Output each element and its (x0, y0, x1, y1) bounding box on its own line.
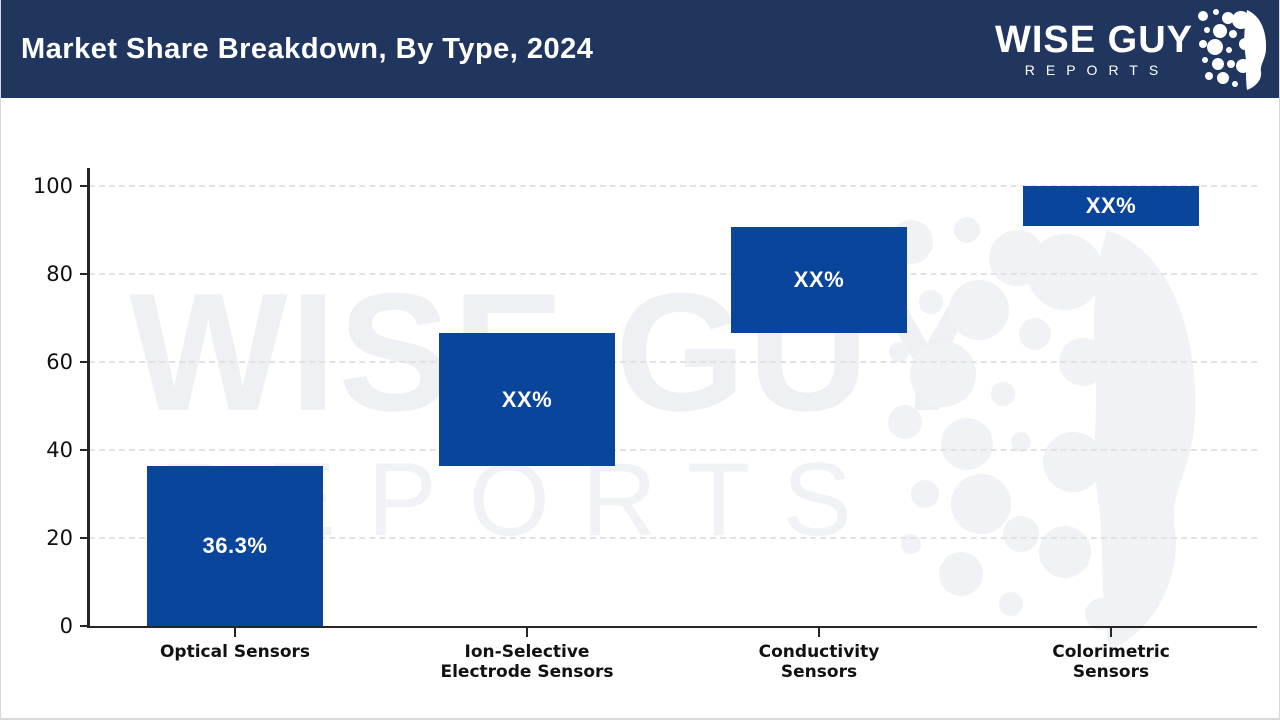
bar-value-label: XX% (1085, 193, 1137, 219)
y-tick-mark (80, 185, 88, 187)
page-title: Market Share Breakdown, By Type, 2024 (21, 32, 594, 65)
y-tick-mark (80, 273, 88, 275)
bar-segment: XX% (439, 333, 615, 467)
bar-segment: 36.3% (147, 466, 323, 626)
x-category-label: Conductivity Sensors (758, 642, 880, 683)
x-tick-mark (526, 628, 528, 637)
logo-name-text: WISE GUY (994, 19, 1193, 61)
x-tick-mark (1110, 628, 1112, 637)
logo-head-icon (1198, 9, 1267, 90)
y-tick-mark (80, 625, 88, 627)
bar-segment: XX% (1023, 186, 1199, 227)
y-tick-label: 100 (32, 174, 73, 198)
x-category-label: Colorimetric Sensors (1052, 642, 1170, 683)
gridline (89, 273, 1257, 275)
y-tick-mark (80, 361, 88, 363)
y-axis-line (87, 168, 90, 628)
y-tick-mark (80, 449, 88, 451)
gridline (89, 361, 1257, 363)
wise-guy-logo: WISE GUY REPORTS (995, 6, 1267, 92)
x-category-label: Optical Sensors (159, 642, 311, 662)
bar-value-label: XX% (501, 386, 553, 412)
bar-chart: 0 20 40 60 80 100 36.3% Optical Sensors XX% Ion-S… (1, 98, 1279, 718)
bar-value-label: 36.3% (202, 533, 268, 559)
x-tick-mark (818, 628, 820, 637)
logo-sub-text: REPORTS (1024, 62, 1170, 78)
y-tick-label: 80 (46, 262, 73, 286)
y-tick-label: 60 (46, 350, 73, 374)
y-tick-label: 40 (46, 438, 73, 462)
bar-value-label: XX% (793, 267, 845, 293)
bar-segment: XX% (731, 226, 907, 334)
y-tick-label: 0 (59, 614, 73, 638)
x-axis-line (87, 625, 1257, 628)
gridline (89, 537, 1257, 539)
x-tick-mark (234, 628, 236, 637)
y-tick-mark (80, 537, 88, 539)
x-category-label: Ion-Selective Electrode Sensors (440, 642, 614, 683)
header-bar: Market Share Breakdown, By Type, 2024 WI… (1, 0, 1279, 98)
gridline (89, 449, 1257, 451)
y-tick-label: 20 (46, 526, 73, 550)
gridline (89, 185, 1257, 187)
